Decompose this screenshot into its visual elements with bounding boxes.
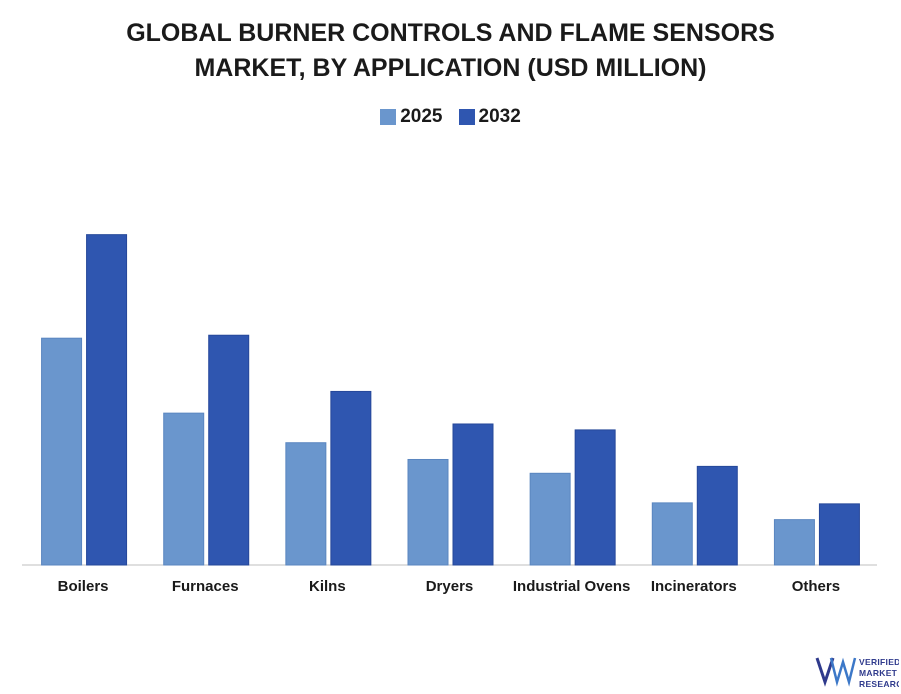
bar-incinerators-2032 bbox=[696, 465, 738, 566]
logo-line1: VERIFIED bbox=[859, 657, 899, 667]
bar-furnaces-2025 bbox=[163, 412, 205, 566]
bar-industrial-ovens-2025 bbox=[529, 472, 571, 566]
legend: 2025 2032 bbox=[0, 106, 901, 128]
x-tick-label: Incinerators bbox=[651, 578, 737, 595]
chart-title-line2: MARKET, BY APPLICATION (USD MILLION) bbox=[194, 54, 707, 82]
bar-kilns-2025 bbox=[285, 442, 327, 566]
bar-furnaces-2032 bbox=[208, 334, 250, 566]
logo-m-mark bbox=[829, 657, 857, 687]
logo-v-mark bbox=[815, 657, 835, 687]
logo-line3: RESEARCH bbox=[859, 679, 899, 689]
x-tick-label: Kilns bbox=[309, 578, 346, 595]
logo-line2: MARKET bbox=[859, 668, 898, 678]
bar-dryers-2025 bbox=[407, 458, 449, 566]
bar-dryers-2032 bbox=[452, 423, 494, 566]
bar-chart: Boilers Furnaces Kilns Dryers Industrial Ove… bbox=[22, 234, 877, 595]
legend-label-2032: 2032 bbox=[478, 106, 521, 127]
bar-others-2025 bbox=[773, 519, 815, 566]
legend-label-2025: 2025 bbox=[400, 106, 443, 127]
chart-title-line1: GLOBAL BURNER CONTROLS AND FLAME SENSORS bbox=[126, 19, 775, 47]
legend-swatch-2025 bbox=[380, 109, 397, 125]
legend-item-2032: 2032 bbox=[458, 106, 521, 128]
vmr-logo: VERIFIED MARKET RESEARCH bbox=[815, 657, 899, 689]
x-tick-label: Others bbox=[792, 578, 840, 595]
bar-others-2032 bbox=[818, 503, 860, 566]
x-tick-label: Dryers bbox=[426, 578, 474, 595]
bar-incinerators-2025 bbox=[651, 502, 693, 566]
bar-boilers-2032 bbox=[86, 234, 128, 566]
legend-item-2025: 2025 bbox=[380, 106, 443, 128]
x-tick-label: Boilers bbox=[58, 578, 109, 595]
x-tick-label: Industrial Ovens bbox=[513, 578, 631, 595]
chart-title: GLOBAL BURNER CONTROLS AND FLAME SENSORS… bbox=[0, 16, 901, 86]
bar-boilers-2025 bbox=[41, 337, 83, 566]
x-tick-label: Furnaces bbox=[172, 578, 239, 595]
bar-kilns-2032 bbox=[330, 390, 372, 566]
legend-swatch-2032 bbox=[458, 109, 475, 125]
bar-industrial-ovens-2032 bbox=[574, 429, 616, 566]
